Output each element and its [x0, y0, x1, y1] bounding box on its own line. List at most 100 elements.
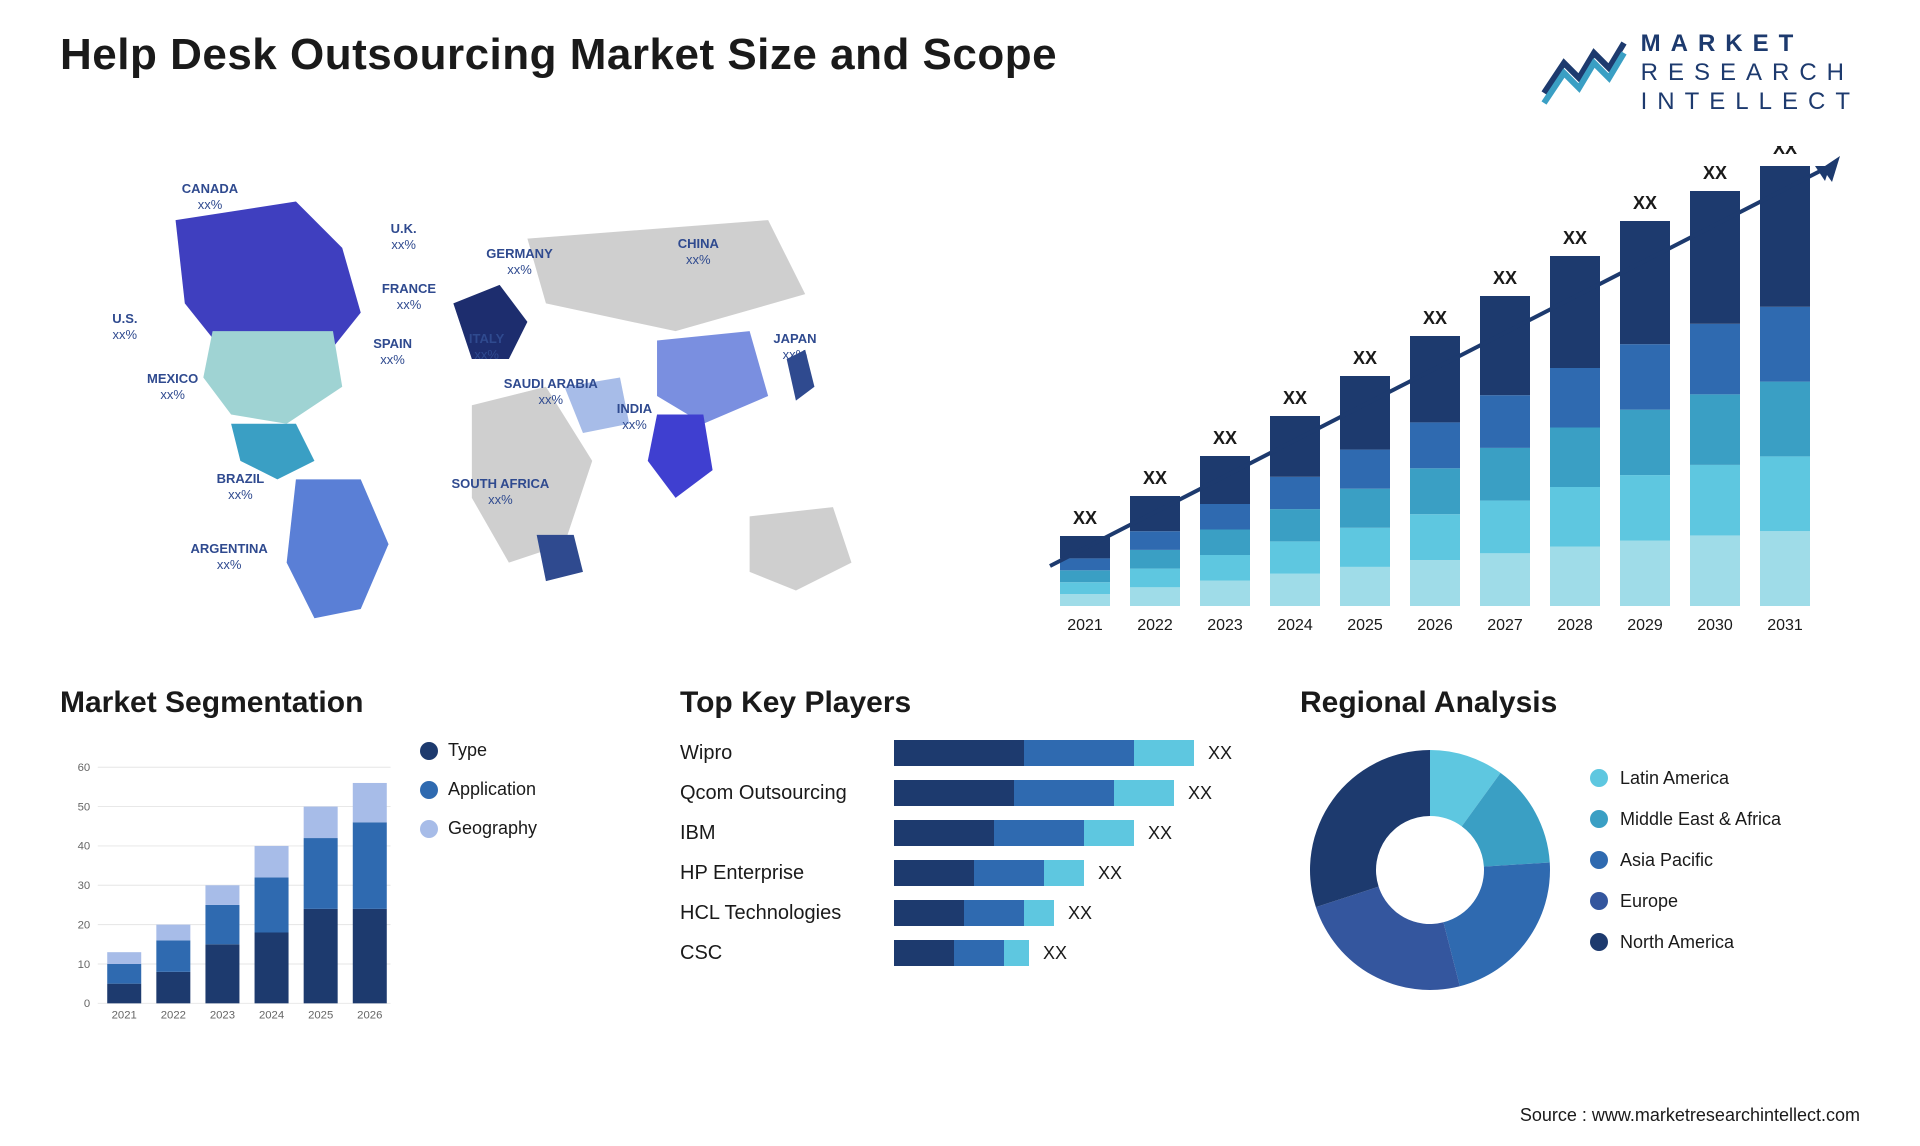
- growth-label-2031: XX: [1773, 146, 1797, 158]
- growth-bar-2027-seg2: [1480, 448, 1530, 501]
- player-row-wipro: Wipro XX: [680, 740, 1240, 766]
- seg-ylabel: 0: [84, 999, 90, 1011]
- player-row-qcom-outsourcing: Qcom OutsourcingXX: [680, 780, 1240, 806]
- growth-bar-2024-seg3: [1270, 542, 1320, 574]
- growth-bar-2024-seg1: [1270, 477, 1320, 509]
- growth-year-2031: 2031: [1767, 617, 1803, 634]
- growth-bar-2024-seg2: [1270, 509, 1320, 541]
- growth-year-2029: 2029: [1627, 617, 1663, 634]
- growth-bar-2031-seg3: [1760, 457, 1810, 532]
- seg-year-2024: 2024: [259, 1010, 284, 1022]
- seg-bar-2022-type: [156, 972, 190, 1003]
- map-label-brazil: BRAZILxx%: [217, 471, 265, 502]
- player-bar: [894, 740, 1194, 766]
- map-region-sa: [287, 480, 389, 619]
- map-region-in: [648, 415, 713, 498]
- player-name: Wipro: [680, 742, 880, 765]
- map-label-u.s.: U.S.xx%: [112, 311, 137, 342]
- seg-bar-2021-type: [107, 984, 141, 1004]
- segmentation-panel: Market Segmentation 01020304050602021202…: [60, 686, 620, 1086]
- growth-bar-2028-seg3: [1550, 487, 1600, 547]
- seg-bar-2023-geography: [205, 886, 239, 906]
- map-label-spain: SPAINxx%: [373, 336, 412, 367]
- growth-bar-2028-seg2: [1550, 428, 1600, 488]
- growth-bar-2023-seg2: [1200, 530, 1250, 556]
- map-region-saf: [537, 535, 583, 581]
- seg-bar-2025-application: [304, 838, 338, 909]
- growth-bar-2030-seg2: [1690, 395, 1740, 466]
- growth-bar-2023-seg3: [1200, 555, 1250, 581]
- growth-bar-2026-seg1: [1410, 423, 1460, 469]
- player-value: XX: [1188, 783, 1212, 804]
- seg-bar-2023-type: [205, 945, 239, 1004]
- reg-legend-middle-east-africa: Middle East & Africa: [1590, 809, 1781, 830]
- map-label-saudi-arabia: SAUDI ARABIAxx%: [504, 376, 598, 407]
- seg-legend-geography: Geography: [420, 818, 537, 839]
- growth-bar-2024-seg4: [1270, 574, 1320, 606]
- player-row-csc: CSCXX: [680, 940, 1240, 966]
- player-bar: [894, 860, 1084, 886]
- growth-label-2021: XX: [1073, 508, 1097, 528]
- seg-year-2021: 2021: [112, 1010, 137, 1022]
- donut-slice-asia-pacific: [1443, 863, 1550, 987]
- growth-year-2021: 2021: [1067, 617, 1103, 634]
- player-bar: [894, 780, 1174, 806]
- player-value: XX: [1043, 943, 1067, 964]
- growth-bar-2023-seg4: [1200, 581, 1250, 607]
- player-row-hp-enterprise: HP Enterprise XX: [680, 860, 1240, 886]
- growth-bar-2028-seg1: [1550, 368, 1600, 428]
- seg-bar-2026-geography: [353, 783, 387, 822]
- map-label-france: FRANCExx%: [382, 281, 436, 312]
- seg-bar-2025-geography: [304, 807, 338, 838]
- map-label-mexico: MEXICOxx%: [147, 371, 198, 402]
- seg-bar-2026-application: [353, 823, 387, 910]
- growth-chart: XX2021XX2022XX2023XX2024XX2025XX2026XX20…: [990, 146, 1860, 646]
- player-name: IBM: [680, 822, 880, 845]
- reg-legend-latin-america: Latin America: [1590, 768, 1781, 789]
- growth-bar-2029-seg4: [1620, 541, 1670, 606]
- player-value: XX: [1098, 863, 1122, 884]
- map-region-cn: [657, 332, 768, 425]
- growth-label-2027: XX: [1493, 268, 1517, 288]
- growth-year-2024: 2024: [1277, 617, 1313, 634]
- map-label-canada: CANADAxx%: [182, 181, 238, 212]
- seg-bar-2026-type: [353, 909, 387, 1003]
- growth-label-2028: XX: [1563, 228, 1587, 248]
- growth-bar-2025-seg3: [1340, 528, 1390, 567]
- growth-bar-2025-seg4: [1340, 567, 1390, 606]
- seg-ylabel: 60: [78, 762, 91, 774]
- growth-label-2023: XX: [1213, 428, 1237, 448]
- player-value: XX: [1208, 743, 1232, 764]
- seg-bar-2022-application: [156, 941, 190, 972]
- growth-bar-2024-seg0: [1270, 416, 1320, 477]
- seg-ylabel: 10: [78, 959, 91, 971]
- growth-bar-2022-seg1: [1130, 532, 1180, 551]
- seg-bar-2021-application: [107, 964, 141, 984]
- growth-bar-2029-seg2: [1620, 410, 1670, 475]
- seg-bar-2023-application: [205, 905, 239, 944]
- growth-bar-2023-seg0: [1200, 456, 1250, 504]
- donut-slice-north-america: [1310, 750, 1430, 907]
- map-label-india: INDIAxx%: [617, 401, 652, 432]
- seg-year-2025: 2025: [308, 1010, 333, 1022]
- growth-bar-2026-seg4: [1410, 560, 1460, 606]
- player-value: XX: [1148, 823, 1172, 844]
- seg-bar-2024-application: [255, 878, 289, 933]
- growth-bar-2027-seg3: [1480, 501, 1530, 554]
- logo-line3: INTELLECT: [1641, 88, 1860, 117]
- source-text: Source : www.marketresearchintellect.com: [1520, 1105, 1860, 1126]
- seg-legend-application: Application: [420, 779, 537, 800]
- player-name: HP Enterprise: [680, 862, 880, 885]
- growth-label-2026: XX: [1423, 308, 1447, 328]
- growth-bar-2028-seg0: [1550, 256, 1600, 368]
- map-region-af: [472, 387, 592, 563]
- player-row-hcl-technologies: HCL TechnologiesXX: [680, 900, 1240, 926]
- map-region-ru: [527, 220, 805, 331]
- growth-label-2029: XX: [1633, 193, 1657, 213]
- map-region-us: [203, 332, 342, 425]
- growth-bar-2025-seg2: [1340, 489, 1390, 528]
- growth-bar-2027-seg4: [1480, 554, 1530, 607]
- growth-bar-2029-seg1: [1620, 345, 1670, 410]
- growth-label-2025: XX: [1353, 348, 1377, 368]
- player-value: XX: [1068, 903, 1092, 924]
